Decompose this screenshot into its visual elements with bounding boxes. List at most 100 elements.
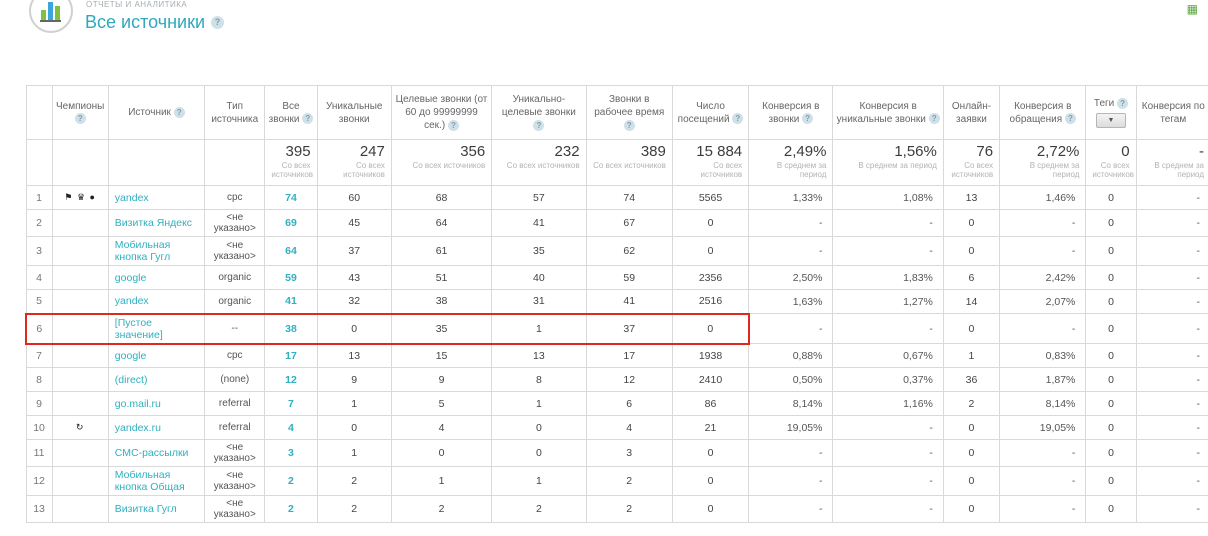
cell-unique_target_calls: 1 xyxy=(491,466,587,496)
col-header-conv_calls[interactable]: Конверсия в звонки ? xyxy=(748,85,834,140)
cell-num: 6 xyxy=(24,312,53,345)
help-icon[interactable]: ? xyxy=(732,113,744,125)
all-calls-link[interactable]: 69 xyxy=(285,217,297,229)
cell-target_calls: 1 xyxy=(390,466,493,496)
summary-note: Со всех источников xyxy=(951,161,994,179)
cell-num: 4 xyxy=(25,265,53,290)
summary-value: 0 xyxy=(1121,143,1130,160)
col-header-source[interactable]: Источник ? xyxy=(107,85,206,140)
cell-unique_target_calls: 13 xyxy=(491,343,587,368)
columns-settings-icon[interactable]: ▦ xyxy=(1186,2,1198,16)
summary-work_calls: 389 Со всех источников xyxy=(585,139,673,186)
table-row: 8 (direct) (none) 12 9 9 8 12 2410 0,50% 0,37% 36 1,… xyxy=(25,367,1208,392)
col-header-num[interactable] xyxy=(25,85,53,140)
summary-note: Со всех источников xyxy=(506,161,580,170)
all-calls-link[interactable]: 64 xyxy=(285,245,297,257)
cell-work_calls: 37 xyxy=(585,312,673,345)
source-link[interactable]: Визитка Яндекс xyxy=(114,217,193,229)
source-link[interactable]: [Пустое значение] xyxy=(114,316,163,341)
col-header-conv_tags[interactable]: Конверсия по тегам xyxy=(1135,85,1208,140)
help-icon[interactable]: ? xyxy=(447,119,459,131)
help-icon[interactable]: ? xyxy=(302,113,314,125)
all-calls-link[interactable]: 17 xyxy=(285,349,297,362)
source-link[interactable]: (direct) xyxy=(114,373,148,386)
all-calls-link[interactable]: 4 xyxy=(288,421,294,434)
cell-conv_calls: - xyxy=(748,495,834,523)
col-header-unique_calls[interactable]: Уникальные звонки xyxy=(316,85,392,140)
col-header-all_calls[interactable]: Все звонки ? xyxy=(264,85,318,140)
summary-all_calls: 395 Со всех источников xyxy=(264,139,318,186)
col-label: Уникально-целевые звонки xyxy=(501,94,576,118)
help-icon[interactable]: ? xyxy=(1064,113,1076,125)
source-link[interactable]: Мобильная кнопка Гугл xyxy=(114,239,171,263)
cell-work_calls: 6 xyxy=(585,391,673,416)
col-header-work_calls[interactable]: Звонки в рабочее время ? xyxy=(585,85,673,140)
cell-num: 1 xyxy=(25,185,53,210)
col-header-type[interactable]: Тип источника xyxy=(204,85,266,140)
title-help-icon[interactable]: ? xyxy=(211,16,225,29)
cell-tags: 0 xyxy=(1085,495,1137,523)
summary-source xyxy=(107,139,206,186)
cell-source: Мобильная кнопка Общая xyxy=(107,466,206,496)
all-calls-link[interactable]: 38 xyxy=(285,322,297,335)
source-link[interactable]: СМС-рассылки xyxy=(114,447,189,459)
summary-unique_calls: 247 Со всех источников xyxy=(316,139,392,186)
all-calls-link[interactable]: 59 xyxy=(285,271,297,284)
table-row: 1 ⚑ ♛ ● yandex cpc 74 60 68 57 74 5565 1,33% 1,08% 1… xyxy=(25,185,1208,210)
col-label: Конверсия в обращения xyxy=(1009,100,1072,125)
cell-type: referral xyxy=(204,391,266,416)
help-icon[interactable]: ? xyxy=(928,113,940,125)
col-header-unique_target_calls[interactable]: Уникально-целевые звонки ? xyxy=(491,85,587,140)
source-link[interactable]: google xyxy=(114,271,147,284)
cell-num: 7 xyxy=(25,343,53,368)
cell-conv_calls: 8,14% xyxy=(748,391,834,416)
help-icon[interactable]: ? xyxy=(623,119,635,131)
col-header-visits[interactable]: Число посещений ? xyxy=(671,85,750,140)
help-icon[interactable]: ? xyxy=(1117,97,1129,109)
all-calls-link[interactable]: 2 xyxy=(288,503,294,515)
cell-visits: 0 xyxy=(671,495,750,523)
help-icon[interactable]: ? xyxy=(74,113,86,125)
col-header-champions[interactable]: Чемпионы ? xyxy=(51,85,109,140)
source-link[interactable]: yandex.ru xyxy=(114,421,161,434)
all-calls-link[interactable]: 12 xyxy=(285,373,297,386)
cell-conv_calls: 19,05% xyxy=(748,415,834,440)
cell-conv_calls: 0,50% xyxy=(748,367,834,392)
cell-conv_appeals: 8,14% xyxy=(999,391,1087,416)
cell-target_calls: 68 xyxy=(390,185,493,210)
col-header-conv_unique[interactable]: Конверсия в уникальные звонки ? xyxy=(832,85,944,140)
col-header-tags[interactable]: Теги ? ▼ xyxy=(1085,85,1137,140)
cell-conv_appeals: - xyxy=(999,313,1087,344)
col-header-online[interactable]: Онлайн-заявки xyxy=(942,85,1001,140)
help-icon[interactable]: ? xyxy=(173,106,185,118)
cell-conv_tags: - xyxy=(1135,185,1208,210)
summary-value: 2,49% xyxy=(783,143,827,160)
cell-conv_tags: - xyxy=(1135,495,1208,523)
summary-value: 389 xyxy=(640,143,666,160)
source-link[interactable]: google xyxy=(114,349,147,362)
all-calls-link[interactable]: 41 xyxy=(285,295,297,308)
cell-work_calls: 2 xyxy=(585,466,673,496)
all-calls-link[interactable]: 3 xyxy=(288,447,294,459)
all-calls-link[interactable]: 2 xyxy=(288,475,294,487)
help-icon[interactable]: ? xyxy=(533,119,545,131)
cell-all_calls: 3 xyxy=(264,439,318,467)
all-calls-link[interactable]: 74 xyxy=(285,191,297,204)
cell-conv_calls: 0,88% xyxy=(748,343,834,368)
source-link[interactable]: go.mail.ru xyxy=(114,397,161,410)
cell-visits: 2516 xyxy=(671,289,750,314)
summary-value: 247 xyxy=(359,143,385,160)
table-row: 13 Визитка Гугл <не указано> 2 2 2 2 2 0- -0-0- xyxy=(25,495,1208,523)
cell-conv_calls: - xyxy=(748,439,834,467)
col-header-conv_appeals[interactable]: Конверсия в обращения ? xyxy=(999,85,1087,140)
source-link[interactable]: Мобильная кнопка Общая xyxy=(114,469,185,493)
cell-champions xyxy=(51,236,109,266)
source-link[interactable]: yandex xyxy=(114,295,149,308)
tags-filter-dropdown[interactable]: ▼ xyxy=(1095,113,1126,128)
source-link[interactable]: Визитка Гугл xyxy=(114,503,177,515)
all-calls-link[interactable]: 7 xyxy=(288,397,294,410)
cell-work_calls: 4 xyxy=(585,415,673,440)
col-header-target_calls[interactable]: Целевые звонки (от 60 до 99999999 сек.) … xyxy=(390,85,493,140)
help-icon[interactable]: ? xyxy=(802,113,814,125)
source-link[interactable]: yandex xyxy=(114,191,149,204)
